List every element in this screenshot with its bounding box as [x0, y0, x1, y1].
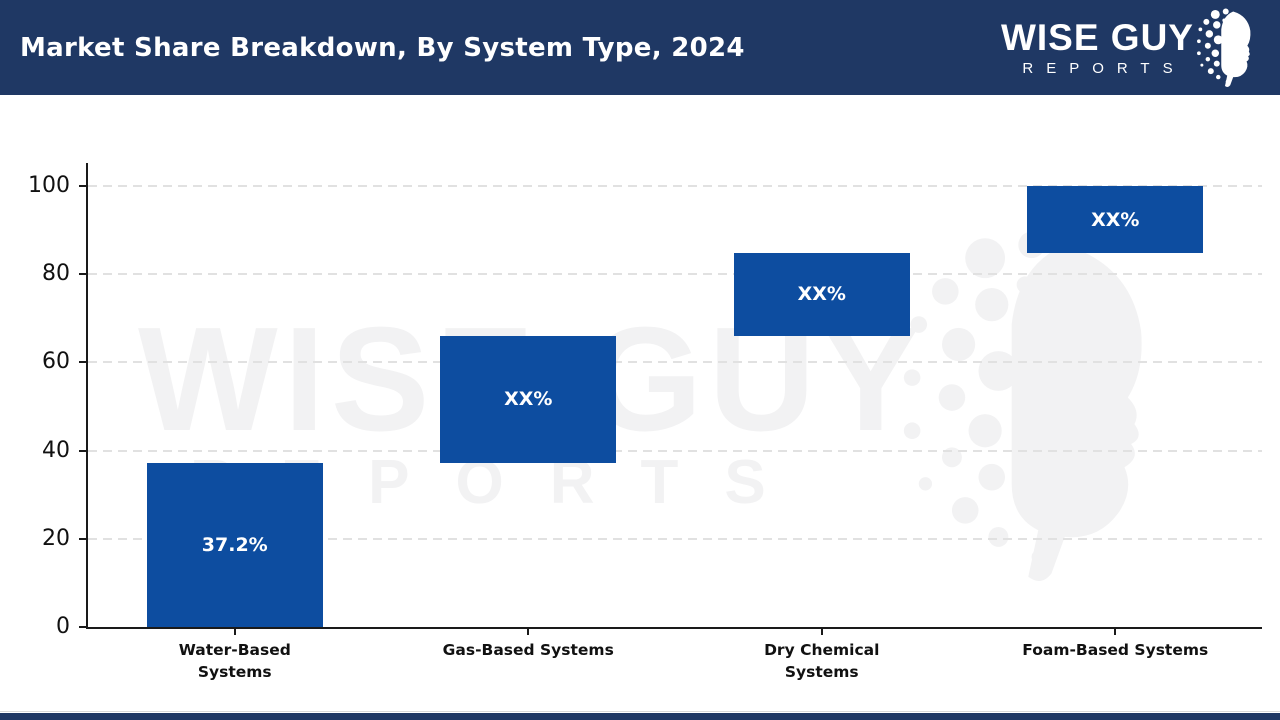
y-tick-mark: [79, 626, 87, 628]
y-tick-mark: [79, 185, 87, 187]
y-tick-mark: [79, 361, 87, 364]
y-tick-label: 40: [42, 437, 70, 463]
x-tick-mark: [527, 629, 530, 635]
bar-value-label: 37.2%: [201, 533, 268, 556]
y-tick-label: 20: [42, 525, 70, 551]
gridline-20: [88, 537, 1262, 540]
x-tick-mark: [1114, 629, 1117, 635]
x-tick-mark: [233, 629, 236, 635]
y-tick-mark: [79, 537, 87, 540]
y-tick-label: 0: [56, 614, 70, 639]
x-tick-label: Water-Based Systems: [178, 641, 291, 681]
x-tick-label: Foam-Based Systems: [1022, 641, 1209, 659]
gridline-80: [88, 273, 1262, 276]
header-bar: Market Share Breakdown, By System Type, …: [0, 0, 1280, 95]
bar-value-label: XX%: [504, 388, 553, 411]
x-tick-label: Gas-Based Systems: [442, 641, 614, 659]
y-tick-mark: [79, 449, 87, 452]
plot: 0 20 40 60 80 100 37.2% Water-Based Systems XX% G…: [0, 95, 1280, 711]
y-tick-mark: [79, 273, 87, 276]
wiseguy-logo: WISE GUY REPORTS: [1001, 7, 1262, 89]
logo-wordmark: WISE GUY: [1000, 17, 1194, 58]
y-tick-label: 80: [42, 261, 70, 287]
watermark-face-icon: [903, 231, 1142, 581]
y-tick-label: 100: [28, 173, 70, 198]
x-tick-label: Dry Chemical Systems: [764, 641, 880, 681]
y-tick-label: 60: [42, 349, 70, 375]
logo-face-icon: [1197, 7, 1251, 87]
bar: XX%: [440, 335, 617, 463]
bar: 37.2%: [146, 462, 323, 627]
footer-bar: [0, 713, 1280, 720]
bar: XX%: [733, 253, 910, 336]
logo-text: WISE GUY REPORTS: [1001, 19, 1194, 76]
bar-value-label: XX%: [797, 283, 846, 306]
chart-area: WISE GUY REPORTS 0 20 40 60 80 100 37.2% Water-…: [0, 95, 1280, 712]
bar: XX%: [1027, 186, 1204, 254]
y-axis: [86, 163, 88, 629]
gridline-60: [88, 361, 1262, 364]
gridline-40: [88, 449, 1262, 452]
x-axis: [86, 627, 1262, 629]
chart-title: Market Share Breakdown, By System Type, …: [20, 32, 745, 63]
logo-subtext: REPORTS: [1022, 60, 1186, 77]
x-tick-mark: [820, 629, 823, 635]
gridline-100: [88, 185, 1262, 187]
bar-value-label: XX%: [1091, 208, 1140, 231]
